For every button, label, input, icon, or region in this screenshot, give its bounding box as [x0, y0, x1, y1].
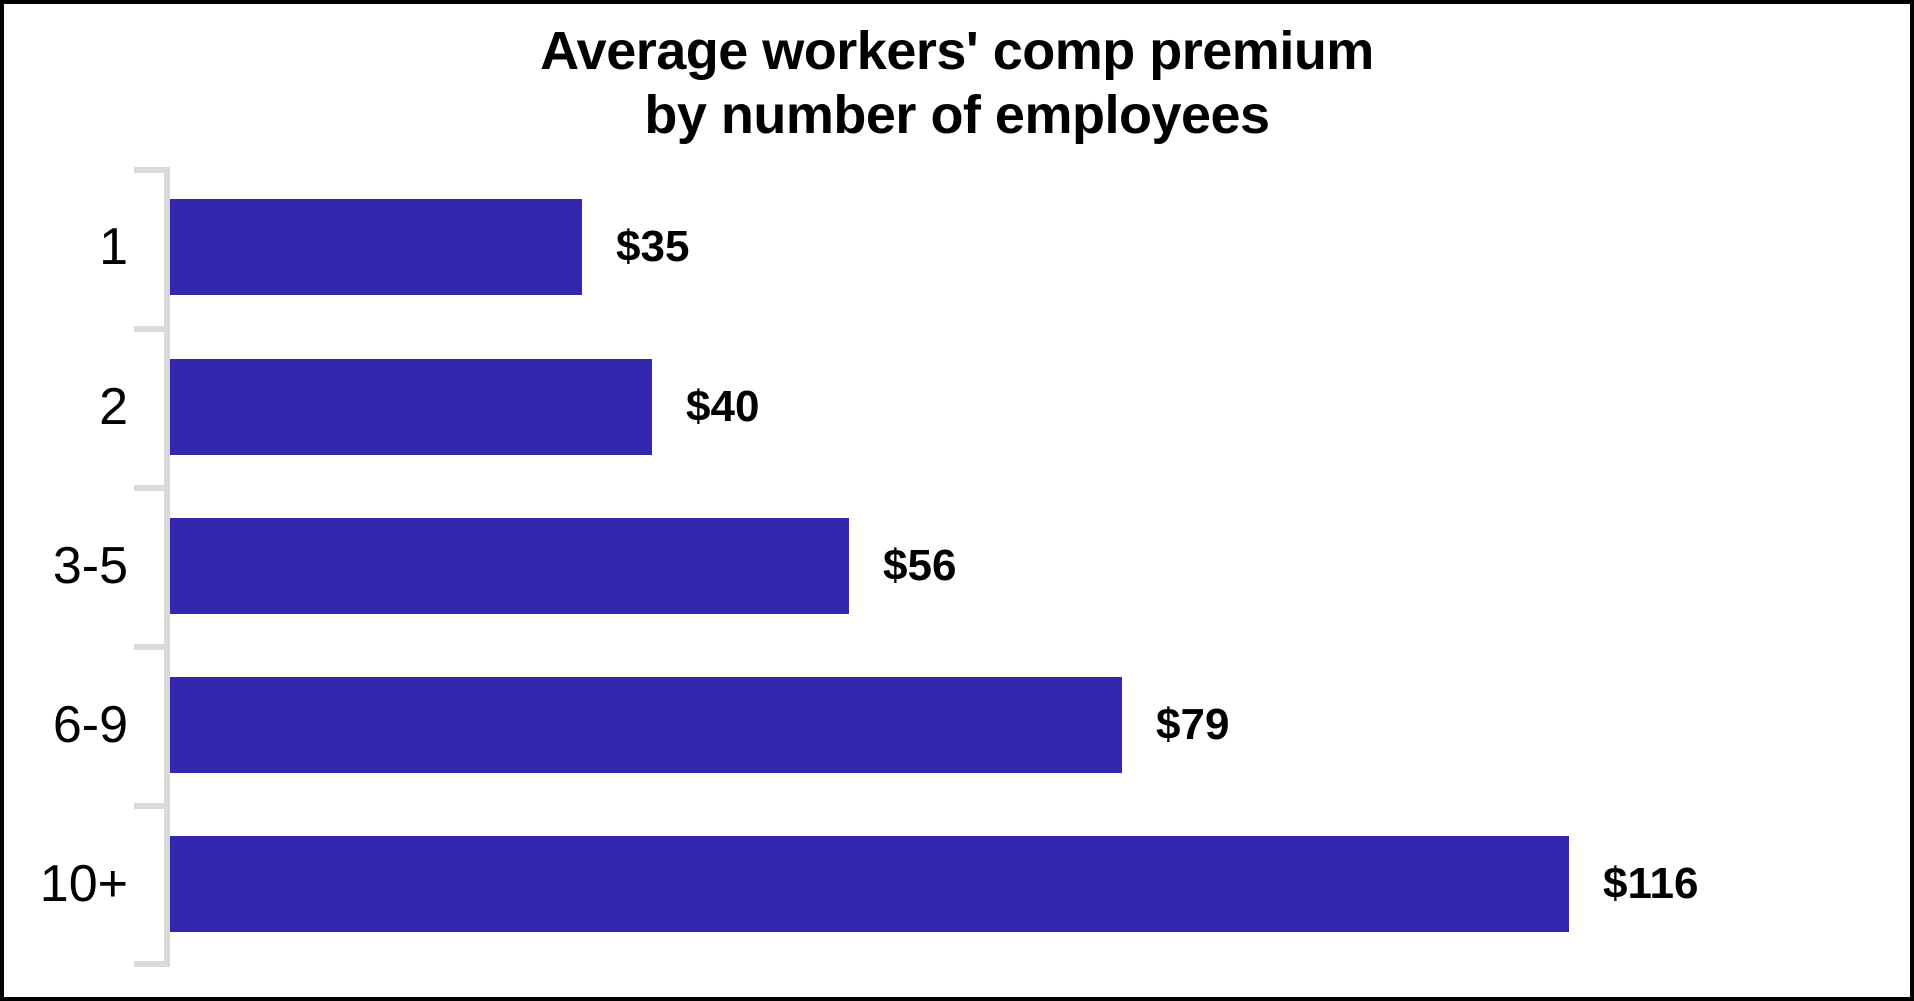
chart-category-band: 10+ $116 [4, 804, 1910, 964]
bar-group: $35 [170, 199, 689, 295]
category-label: 1 [99, 218, 128, 276]
bar[interactable] [170, 358, 652, 455]
axis-tick [134, 326, 165, 332]
bar-group: $116 [170, 836, 1698, 932]
axis-tick [134, 803, 165, 809]
bar-group: $56 [170, 517, 957, 614]
bar-value-label: $116 [1603, 859, 1699, 908]
category-label: 10+ [39, 855, 128, 913]
chart-category-band: 3-5 $56 [4, 486, 1910, 645]
chart-title-line-2: by number of employees [644, 84, 1270, 145]
bar-value-label: $79 [1156, 699, 1230, 749]
bar-group: $40 [170, 358, 760, 455]
category-label: 6-9 [52, 695, 128, 754]
plot-area: 1 $35 2 $40 3-5 $56 6-9 $79 [4, 167, 1910, 967]
bar-group: $79 [170, 676, 1230, 773]
bar[interactable] [170, 199, 582, 295]
category-label: 2 [99, 377, 128, 436]
category-axis-line [164, 167, 170, 967]
axis-tick [134, 485, 165, 491]
chart-title: Average workers' comp premium by number … [4, 20, 1910, 147]
chart-category-band: 2 $40 [4, 327, 1910, 486]
bar-value-label: $40 [686, 381, 760, 431]
chart-category-band: 1 $35 [4, 167, 1910, 327]
chart-category-band: 6-9 $79 [4, 645, 1910, 804]
bar[interactable] [170, 676, 1122, 773]
axis-tick [134, 961, 165, 967]
bar[interactable] [170, 836, 1569, 932]
category-label: 3-5 [52, 536, 128, 595]
chart-title-line-1: Average workers' comp premium [540, 21, 1374, 81]
bar[interactable] [170, 517, 849, 614]
axis-tick [134, 167, 165, 173]
bar-value-label: $56 [883, 540, 957, 590]
axis-tick [134, 644, 165, 650]
bar-value-label: $35 [616, 222, 690, 271]
